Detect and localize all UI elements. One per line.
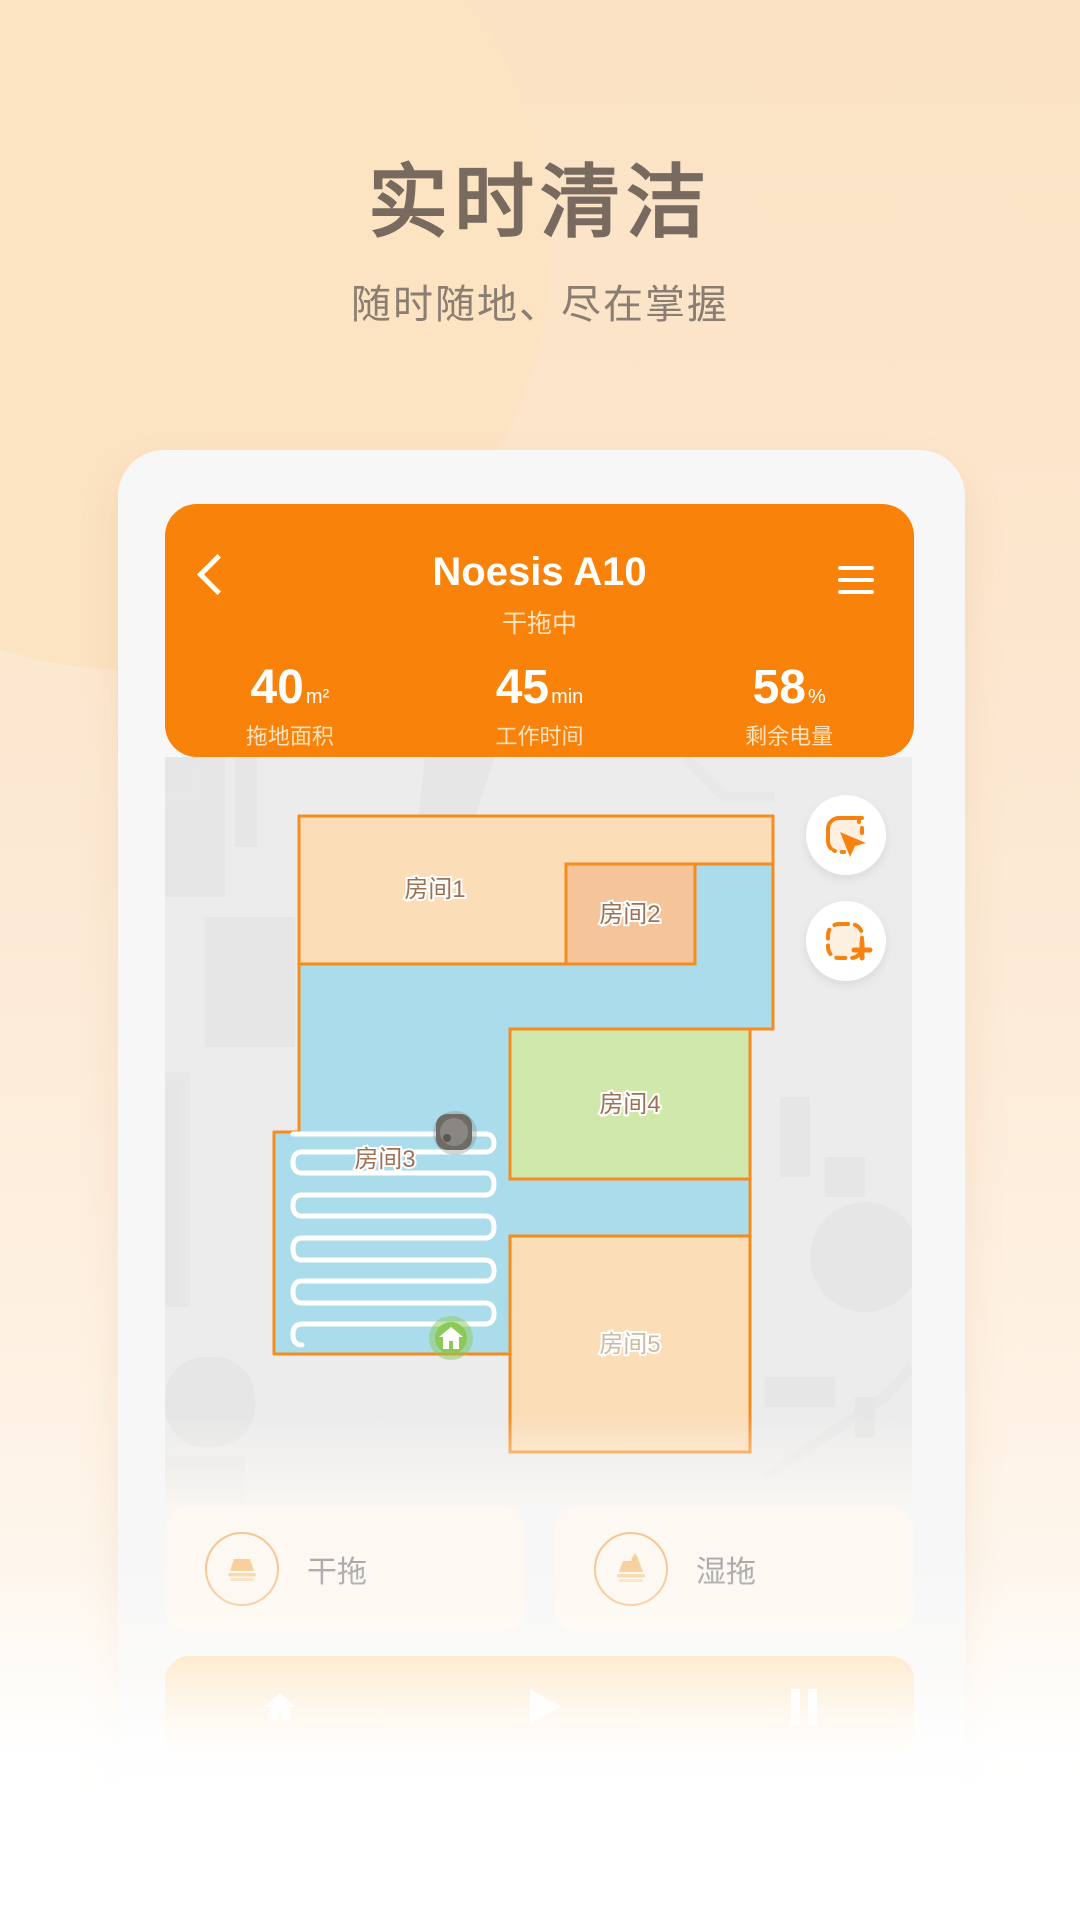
- svg-text:房间1: 房间1: [404, 876, 465, 903]
- svg-text:房间3: 房间3: [354, 1146, 415, 1173]
- svg-text:房间5: 房间5: [599, 1331, 660, 1358]
- svg-text:房间4: 房间4: [599, 1091, 660, 1118]
- svg-text:房间2: 房间2: [599, 901, 660, 928]
